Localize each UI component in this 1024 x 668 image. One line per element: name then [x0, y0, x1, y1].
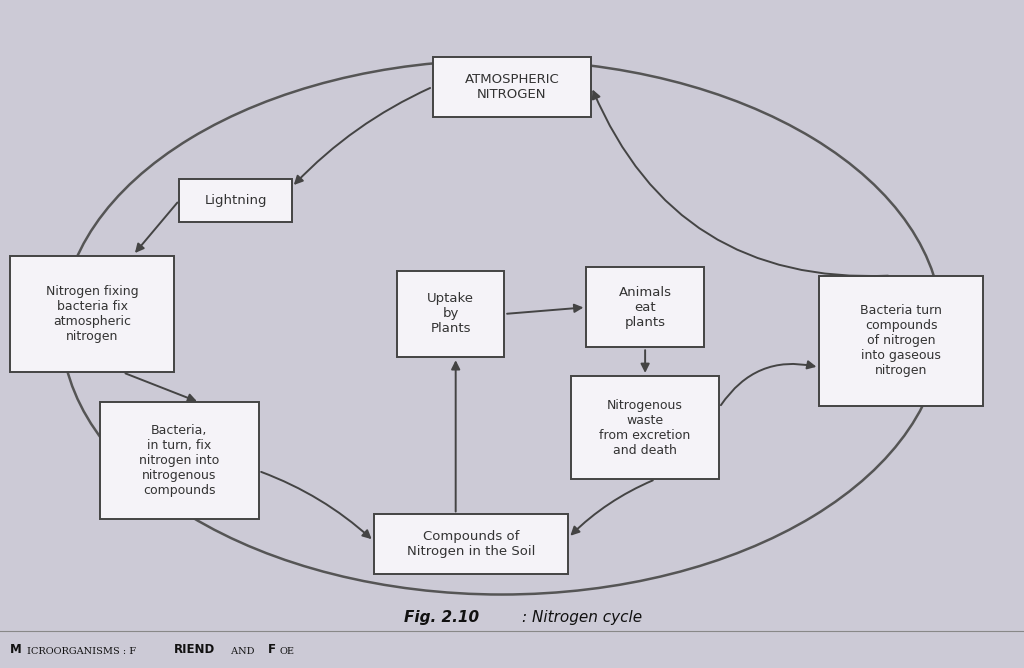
- FancyBboxPatch shape: [571, 375, 719, 480]
- Text: Nitrogen fixing
bacteria fix
atmospheric
nitrogen: Nitrogen fixing bacteria fix atmospheric…: [46, 285, 138, 343]
- Text: Nitrogenous
waste
from excretion
and death: Nitrogenous waste from excretion and dea…: [599, 399, 691, 456]
- Text: Animals
eat
plants: Animals eat plants: [618, 286, 672, 329]
- Text: F: F: [268, 643, 276, 656]
- Text: Uptake
by
Plants: Uptake by Plants: [427, 293, 474, 335]
- FancyBboxPatch shape: [819, 276, 983, 406]
- Text: Bacteria,
in turn, fix
nitrogen into
nitrogenous
compounds: Bacteria, in turn, fix nitrogen into nit…: [139, 424, 219, 498]
- Text: AND: AND: [228, 647, 258, 656]
- FancyBboxPatch shape: [179, 179, 292, 222]
- FancyBboxPatch shape: [586, 267, 705, 347]
- FancyBboxPatch shape: [99, 402, 258, 520]
- FancyBboxPatch shape: [374, 514, 568, 574]
- FancyBboxPatch shape: [10, 256, 174, 373]
- FancyBboxPatch shape: [432, 57, 592, 117]
- Text: Fig. 2.10: Fig. 2.10: [404, 611, 479, 625]
- Text: ICROORGANISMS : F: ICROORGANISMS : F: [27, 647, 136, 656]
- Text: OE: OE: [280, 647, 295, 656]
- Text: Bacteria turn
compounds
of nitrogen
into gaseous
nitrogen: Bacteria turn compounds of nitrogen into…: [860, 304, 942, 377]
- Text: ATMOSPHERIC
NITROGEN: ATMOSPHERIC NITROGEN: [465, 73, 559, 101]
- Text: M: M: [10, 643, 22, 656]
- Text: RIEND: RIEND: [174, 643, 215, 656]
- FancyBboxPatch shape: [397, 271, 504, 357]
- Text: : Nitrogen cycle: : Nitrogen cycle: [522, 611, 642, 625]
- Text: Compounds of
Nitrogen in the Soil: Compounds of Nitrogen in the Soil: [407, 530, 536, 558]
- Text: Lightning: Lightning: [204, 194, 267, 207]
